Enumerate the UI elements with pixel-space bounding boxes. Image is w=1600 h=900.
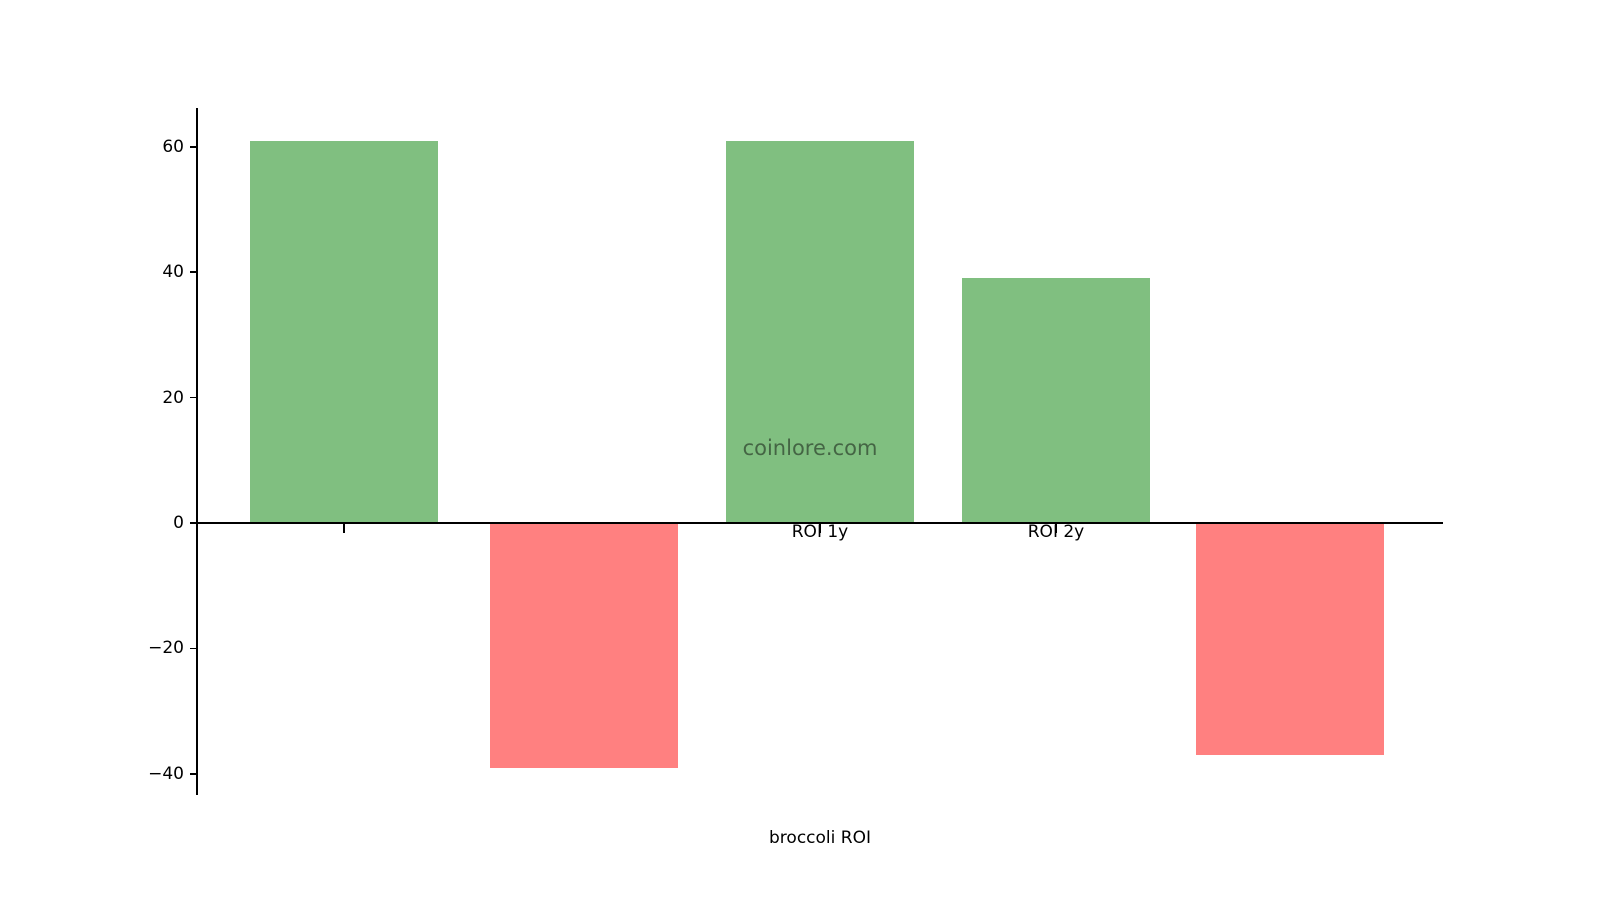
bar-unlabeled-1 [490,523,678,768]
y-tick [190,522,197,524]
y-axis-spine [196,108,198,795]
x-tick [343,523,345,533]
x-tick [819,523,821,533]
y-tick [190,773,197,775]
y-tick-label: −40 [148,763,184,784]
y-tick [190,396,197,399]
x-axis-title: broccoli ROI [769,828,871,848]
y-tick-label: 20 [162,387,184,408]
y-tick [190,271,197,273]
bar-unlabeled-4 [1196,523,1384,755]
y-tick [190,146,197,148]
bar-roi-1y [726,140,914,523]
y-tick [190,647,197,650]
x-axis-zero-line [196,522,1443,524]
y-tick-label: −20 [148,638,184,659]
x-tick [1055,523,1057,533]
y-tick-label: 40 [162,262,184,283]
watermark: coinlore.com [742,436,878,460]
y-tick-label: 60 [162,136,184,157]
y-tick-label: 0 [173,513,184,533]
bar-roi-2y [962,278,1150,523]
bar-unlabeled-0 [250,140,438,523]
